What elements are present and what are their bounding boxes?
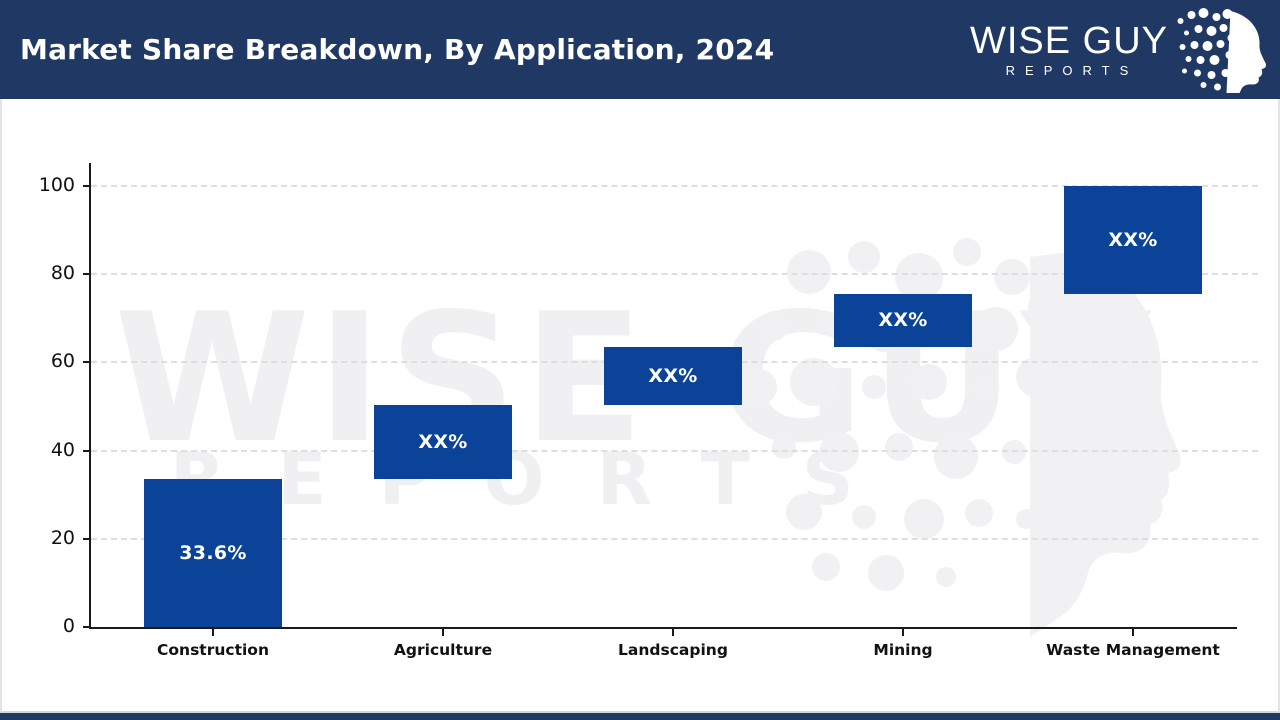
bar: 33.6% [144,478,282,627]
x-axis-tick [1132,629,1134,636]
y-tick-label: 40 [50,438,75,461]
x-category-label: Landscaping [618,641,728,659]
logo-subtitle: REPORTS [1005,62,1139,78]
y-tick-label: 20 [50,526,75,549]
watermark-head-graphic [714,217,1189,641]
y-axis-tick [83,537,90,540]
y-axis-line [89,163,91,629]
page-title: Market Share Breakdown, By Application, … [20,33,775,66]
x-category-label: Agriculture [393,641,493,659]
bar: XX% [604,346,742,405]
y-tick-label: 60 [50,350,75,373]
x-axis-tick [212,629,214,636]
logo-wordmark: WISE GUY [969,19,1168,62]
x-category-label: Construction [157,641,269,659]
y-axis-tick [83,449,90,452]
bar-value-label: XX% [878,309,928,332]
bar-value-label: 33.6% [179,541,247,564]
x-category-label: Mining [873,641,933,659]
x-category-label: Waste Management [1046,641,1220,659]
y-tick-label: 80 [50,262,75,285]
y-axis-tick [83,361,90,364]
grid-line [91,449,1258,452]
x-axis-tick [902,629,904,636]
y-tick-label: 0 [62,615,75,637]
x-axis-line [89,627,1237,629]
x-axis-tick [442,629,444,636]
logo-head-icon [1170,7,1266,93]
grid-line [91,273,1258,276]
bar-value-label: XX% [648,364,698,387]
wise-guy-logo: WISE GUY REPORTS [970,7,1266,93]
bar: XX% [374,404,512,479]
y-axis-tick [83,626,90,628]
logo-text: WISE GUY REPORTS [970,22,1168,78]
bar-value-label: XX% [418,430,468,453]
y-tick-label: 100 [38,174,75,196]
grid-line [91,537,1258,540]
chart-canvas: WISE GUY REPORTS 0 20 40 60 80 100 33.6% Constr… [0,99,1280,713]
grid-line [91,185,1258,187]
y-axis-tick [83,185,90,187]
header-bar: Market Share Breakdown, By Application, … [0,0,1280,99]
y-axis-tick [83,273,90,276]
footer-bar [0,713,1280,720]
bar: XX% [834,294,972,347]
bar-value-label: XX% [1108,228,1158,251]
x-axis-tick [672,629,674,636]
bar: XX% [1064,186,1202,294]
